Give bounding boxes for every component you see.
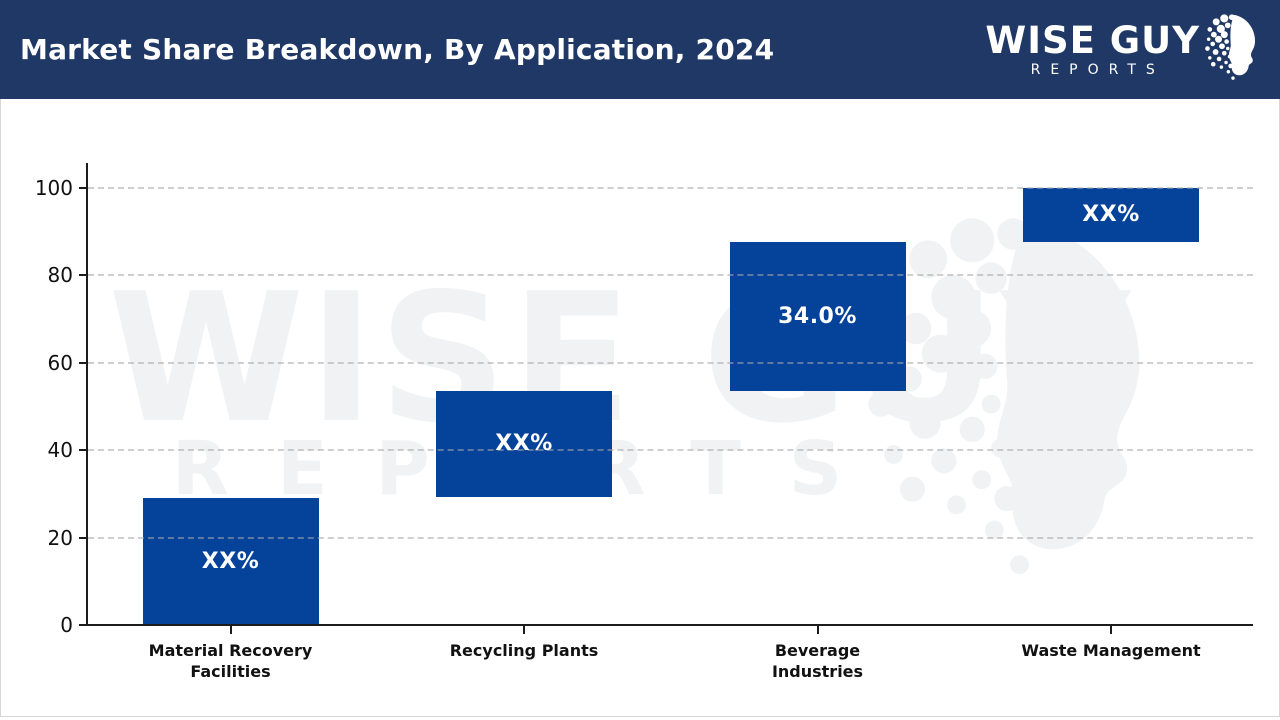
page-title: Market Share Breakdown, By Application, …	[20, 33, 775, 66]
x-tick-waste-management	[1110, 625, 1112, 634]
y-tick-label-40: 40	[47, 438, 73, 462]
bar-beverage-industries	[729, 242, 906, 391]
gridline-60	[88, 361, 1253, 364]
bar-value-label-beverage-industries: 34.0%	[778, 304, 857, 330]
logo-wise-guy-label: WISE GUY	[985, 19, 1200, 62]
bar-value-label-recycling-plants: XX%	[495, 431, 553, 457]
y-tick-20	[79, 536, 86, 539]
y-tick-40	[79, 449, 86, 451]
y-tick-label-0: 0	[60, 613, 73, 637]
bar-value-label-material-recovery-facilities: XX%	[201, 549, 260, 575]
y-tick-100	[79, 186, 86, 189]
x-axis-line	[86, 624, 1253, 626]
logo-text: WISE GUY REPORTS	[985, 22, 1200, 77]
y-axis-line	[86, 163, 88, 626]
logo-head-icon	[1205, 13, 1256, 80]
y-tick-60	[79, 361, 86, 364]
y-tick-80	[79, 274, 86, 276]
x-category-label-beverage-industries: Beverage Industries	[771, 641, 864, 682]
gridline-20	[88, 536, 1253, 539]
logo-reports-label: REPORTS	[1030, 62, 1165, 78]
y-tick-label-20: 20	[47, 525, 73, 550]
bar-value-label-waste-management: XX%	[1082, 202, 1140, 228]
bar-waste-management	[1023, 187, 1199, 243]
gridline-40	[88, 449, 1253, 451]
y-tick-label-60: 60	[47, 350, 73, 375]
x-tick-beverage-industries	[816, 625, 819, 634]
gridline-80	[88, 274, 1253, 276]
watermark-head-icon	[868, 218, 1140, 575]
y-tick-0	[79, 624, 86, 626]
wise-guy-reports-logo: WISE GUY REPORTS	[985, 12, 1280, 88]
x-tick-recycling-plants	[523, 625, 525, 634]
bar-material-recovery-facilities	[142, 498, 319, 625]
bar-recycling-plants	[436, 390, 612, 497]
y-tick-label-100: 100	[34, 175, 73, 200]
x-category-label-waste-management: Waste Management	[1021, 641, 1201, 660]
x-category-label-material-recovery-facilities: Material Recovery Facilities	[148, 641, 313, 682]
y-tick-label-80: 80	[47, 263, 73, 287]
x-category-label-recycling-plants: Recycling Plants	[449, 641, 599, 660]
x-tick-material-recovery-facilities	[229, 625, 232, 634]
header-bar: Market Share Breakdown, By Application, …	[0, 0, 1280, 99]
gridline-100	[88, 186, 1253, 189]
